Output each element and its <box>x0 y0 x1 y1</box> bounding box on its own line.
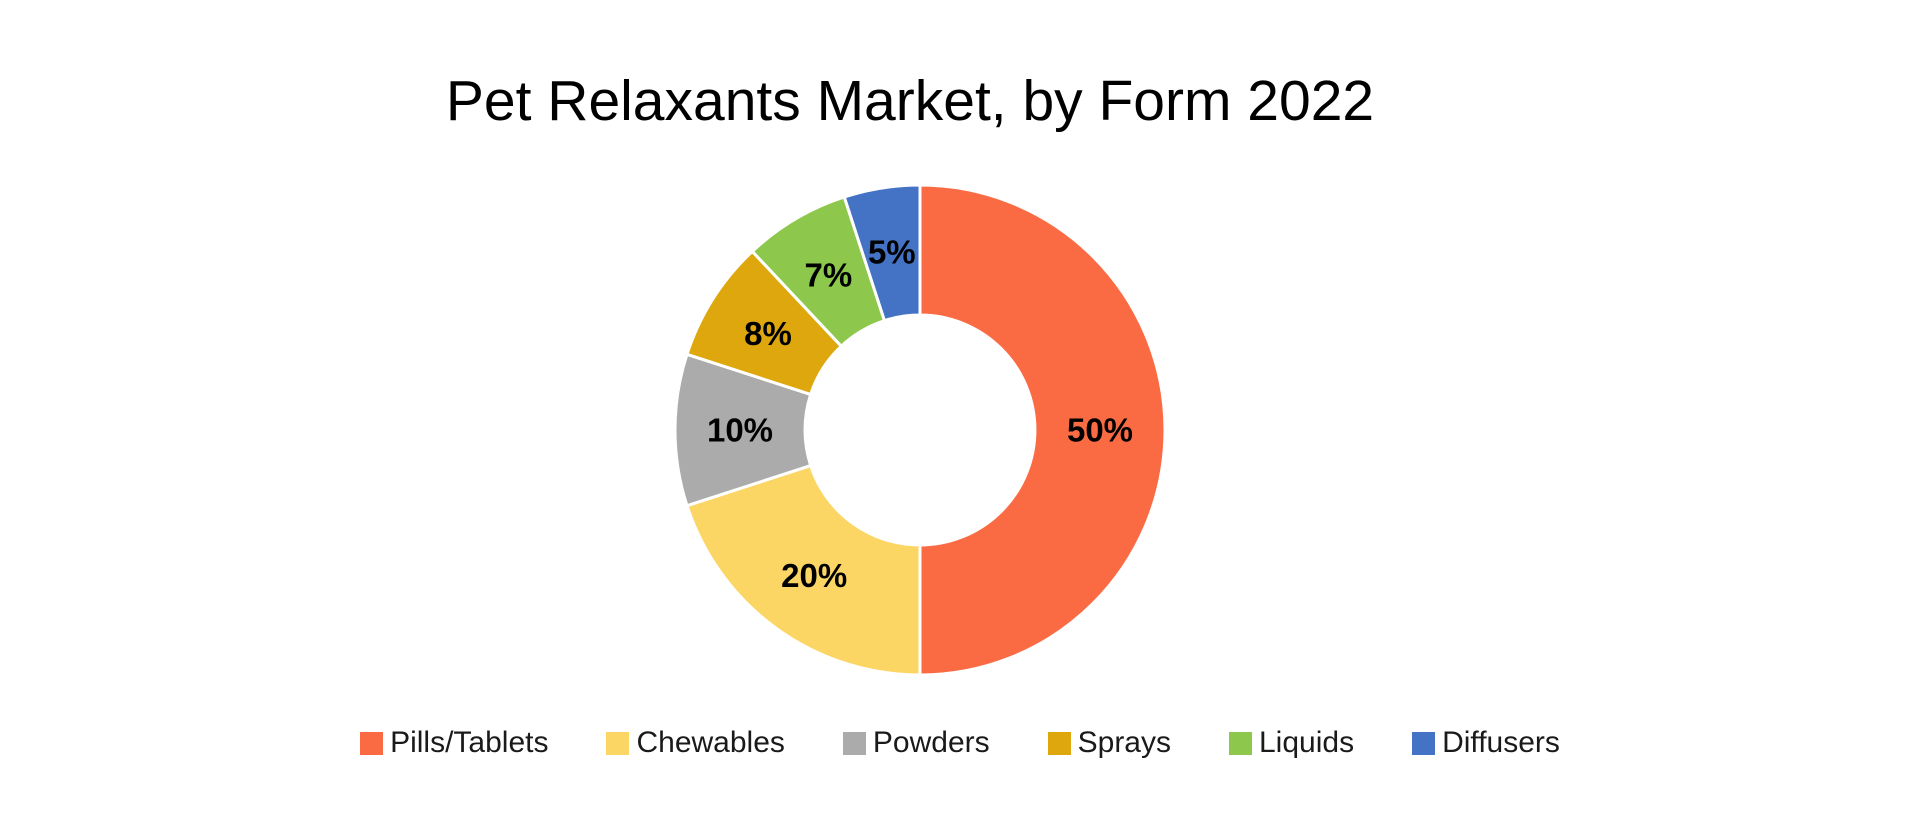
legend-label-pills-tablets: Pills/Tablets <box>390 726 549 759</box>
legend-item-diffusers: Diffusers <box>1412 726 1560 760</box>
data-label-pills-tablets: 50% <box>1067 412 1133 449</box>
slice-chewables <box>685 464 922 677</box>
legend-item-powders: Powders <box>842 726 990 760</box>
legend-swatch-diffusers <box>1412 731 1436 755</box>
legend-item-sprays: Sprays <box>1047 726 1171 760</box>
data-label-diffusers: 5% <box>868 234 916 271</box>
slice-diffusers <box>842 183 922 323</box>
slice-pills-tablets <box>918 183 1167 677</box>
legend-item-liquids: Liquids <box>1229 726 1354 760</box>
legend-label-liquids: Liquids <box>1259 726 1355 759</box>
legend: Pills/Tablets Chewables Powders Sprays Liqui… <box>0 726 1920 760</box>
data-label-powders: 10% <box>707 412 773 449</box>
legend-item-pills-tablets: Pills/Tablets <box>360 726 548 760</box>
data-label-liquids: 7% <box>805 257 853 294</box>
data-label-chewables: 20% <box>781 557 847 594</box>
legend-label-diffusers: Diffusers <box>1442 726 1560 759</box>
legend-swatch-sprays <box>1047 731 1071 755</box>
legend-swatch-chewables <box>606 731 630 755</box>
legend-swatch-liquids <box>1229 731 1252 755</box>
chart-title: Pet Relaxants Market, by Form 2022 <box>445 69 1375 133</box>
legend-swatch-powders <box>842 731 866 755</box>
data-label-sprays: 8% <box>744 315 792 352</box>
legend-label-sprays: Sprays <box>1077 726 1171 759</box>
legend-label-powders: Powders <box>872 726 990 759</box>
legend-item-chewables: Chewables <box>606 726 785 760</box>
legend-swatch-pills-tablets <box>360 731 384 755</box>
legend-label-chewables: Chewables <box>636 726 785 759</box>
